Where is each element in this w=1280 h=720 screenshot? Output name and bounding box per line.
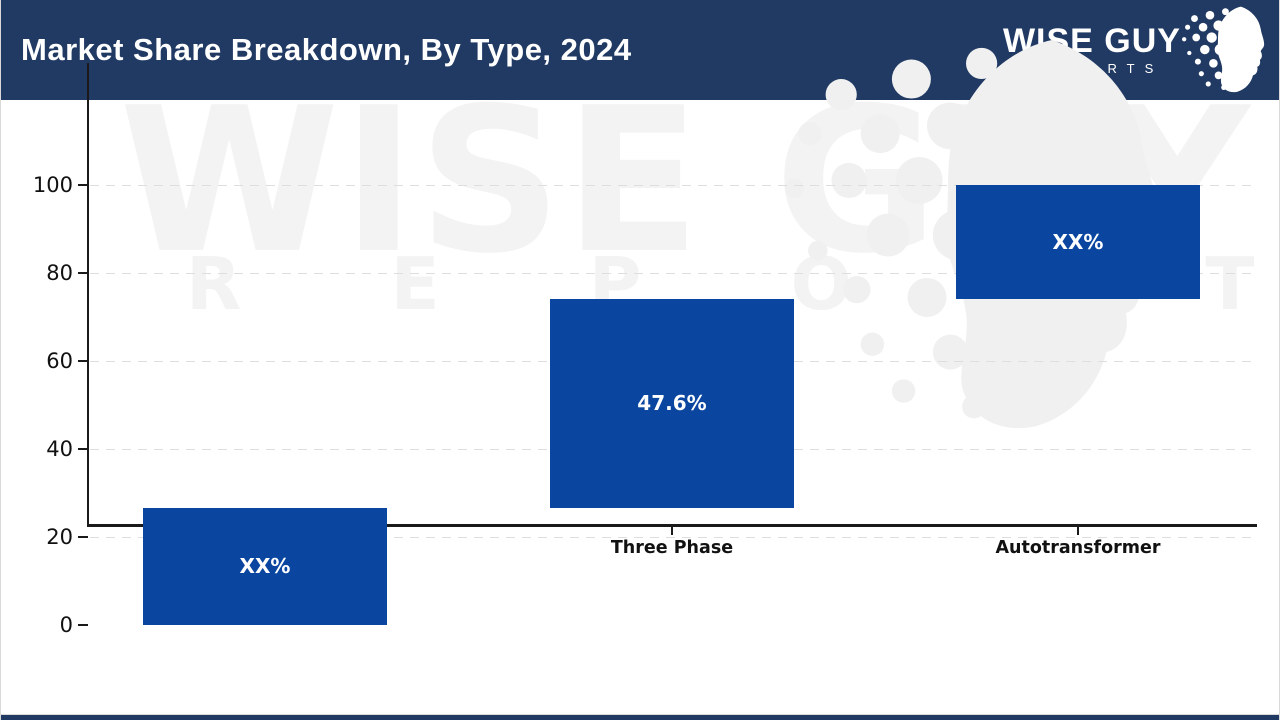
logo-subtitle: REPORTS	[1030, 61, 1164, 77]
x-category-label: Three Phase	[610, 538, 734, 558]
bar: XX%	[956, 185, 1200, 299]
x-axis-tick	[671, 527, 673, 535]
wiseguy-head-icon	[1182, 6, 1265, 93]
y-tick-label: 60	[46, 349, 73, 373]
y-tick-label: 100	[32, 173, 73, 197]
y-axis-tick	[78, 448, 88, 450]
bar-value-label: 47.6%	[637, 391, 707, 416]
bar-value-label: XX%	[1052, 229, 1104, 254]
grid-line	[90, 537, 1256, 538]
bar-value-label: XX%	[239, 554, 291, 579]
x-axis-spine	[87, 524, 1257, 527]
plot-area: WISE GUY R E P O R T S 020406080100XX%Si…	[1, 40, 1280, 714]
y-tick-label: 40	[46, 437, 73, 461]
bottom-border	[1, 714, 1279, 715]
y-axis-tick	[78, 624, 88, 626]
grid-line	[90, 273, 1256, 274]
y-axis-tick	[78, 184, 88, 186]
y-axis-spine	[87, 63, 89, 525]
grid-line	[90, 185, 1256, 186]
bar: XX%	[143, 507, 387, 625]
x-axis-tick	[1077, 527, 1079, 535]
logo-text: WISE GUY REPORTS	[1002, 21, 1181, 77]
y-axis-tick	[78, 360, 88, 362]
y-axis-tick	[78, 536, 88, 538]
chart-title: Market Share Breakdown, By Type, 2024	[21, 32, 632, 67]
header-bar: Market Share Breakdown, By Type, 2024 WI…	[1, 0, 1279, 100]
footer-accent-bar	[1, 715, 1279, 720]
y-tick-label: 0	[59, 613, 73, 637]
y-axis-tick	[78, 272, 88, 274]
x-category-label: Autotransformer	[995, 538, 1161, 558]
wiseguy-logo: WISE GUY REPORTS	[1003, 4, 1265, 96]
y-tick-label: 20	[46, 525, 73, 549]
logo-wordmark: WISE GUY	[1002, 21, 1181, 60]
y-tick-label: 80	[46, 261, 73, 285]
bar: 47.6%	[550, 298, 794, 508]
